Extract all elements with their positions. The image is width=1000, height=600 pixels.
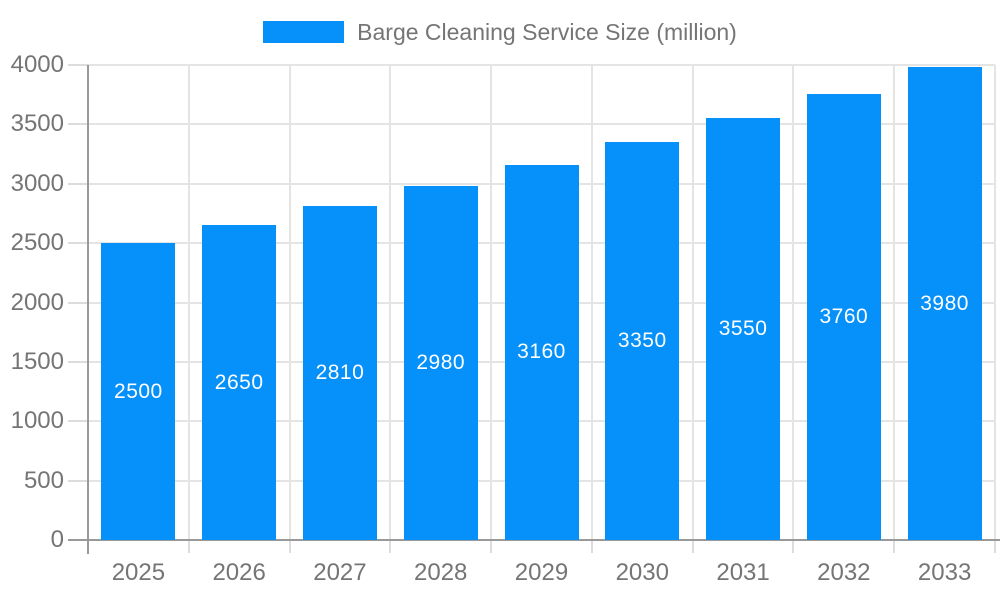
y-tick [68, 360, 88, 363]
x-axis-label: 2028 [414, 559, 468, 586]
bar[interactable]: 2500 [101, 243, 176, 540]
y-axis-label: 2500 [10, 229, 64, 257]
h-gridline [88, 64, 995, 66]
bar-value-label: 3160 [517, 340, 566, 364]
y-tick [68, 301, 88, 304]
v-gridline [994, 65, 996, 540]
bar-value-label: 2500 [114, 379, 163, 403]
bar-value-label: 3550 [718, 317, 768, 341]
bar-value-label: 2980 [416, 351, 466, 375]
bar[interactable]: 2980 [403, 186, 478, 540]
x-axis-label: 2026 [212, 559, 266, 586]
v-gridline [893, 65, 896, 540]
v-gridline [389, 65, 392, 540]
bar[interactable]: 3760 [806, 93, 881, 540]
x-axis-label: 2033 [917, 559, 972, 586]
legend-item[interactable]: Barge Cleaning Service Size (million) [263, 18, 737, 46]
y-axis-label: 3000 [10, 169, 64, 197]
bar-value-label: 2650 [214, 370, 264, 394]
x-tick [389, 540, 392, 553]
x-tick [288, 540, 291, 553]
x-tick [893, 540, 896, 553]
y-tick [68, 182, 88, 185]
legend-label: Barge Cleaning Service Size (million) [357, 19, 737, 45]
legend-swatch-icon [263, 21, 345, 43]
y-axis-line [87, 65, 89, 554]
x-tick [590, 540, 593, 553]
x-tick [490, 540, 493, 553]
x-axis-line [68, 539, 1000, 541]
y-axis-label: 4000 [10, 51, 64, 78]
x-axis-label: 2027 [313, 559, 367, 586]
v-gridline [288, 65, 291, 540]
y-tick [68, 420, 88, 423]
bar-value-label: 2810 [315, 361, 365, 385]
x-axis-label: 2029 [514, 559, 569, 586]
y-axis-label: 1000 [10, 407, 64, 435]
x-axis-label: 2032 [817, 559, 871, 586]
v-gridline [187, 65, 190, 540]
v-gridline [490, 65, 493, 540]
bar[interactable]: 3550 [706, 118, 781, 540]
y-axis-label: 500 [23, 466, 64, 494]
h-gridline [88, 123, 995, 126]
x-tick [187, 540, 190, 553]
bar-value-label: 3980 [920, 291, 969, 315]
bar[interactable]: 2650 [202, 225, 277, 540]
y-tick [68, 123, 88, 126]
x-tick [792, 540, 795, 553]
x-axis-label: 2030 [615, 559, 669, 586]
x-axis-label: 2031 [716, 559, 770, 586]
v-gridline [792, 65, 795, 540]
x-tick [691, 540, 694, 553]
bar[interactable]: 2810 [302, 206, 377, 540]
bar-value-label: 3760 [819, 304, 869, 328]
v-gridline [691, 65, 694, 540]
y-tick [68, 242, 88, 245]
y-axis-label: 1500 [10, 347, 64, 375]
bar-value-label: 3350 [617, 329, 667, 353]
y-axis-label: 2000 [10, 288, 64, 316]
x-axis-label: 2025 [111, 559, 166, 586]
legend: Barge Cleaning Service Size (million) [0, 18, 1000, 46]
v-gridline [590, 65, 593, 540]
y-axis-label: 3500 [10, 110, 64, 138]
y-tick [68, 479, 88, 482]
y-axis-label: 0 [50, 526, 64, 553]
bar[interactable]: 3350 [605, 142, 680, 540]
bar[interactable]: 3980 [907, 67, 982, 540]
x-tick [994, 540, 996, 553]
bar[interactable]: 3160 [504, 164, 579, 540]
y-tick [68, 64, 88, 66]
